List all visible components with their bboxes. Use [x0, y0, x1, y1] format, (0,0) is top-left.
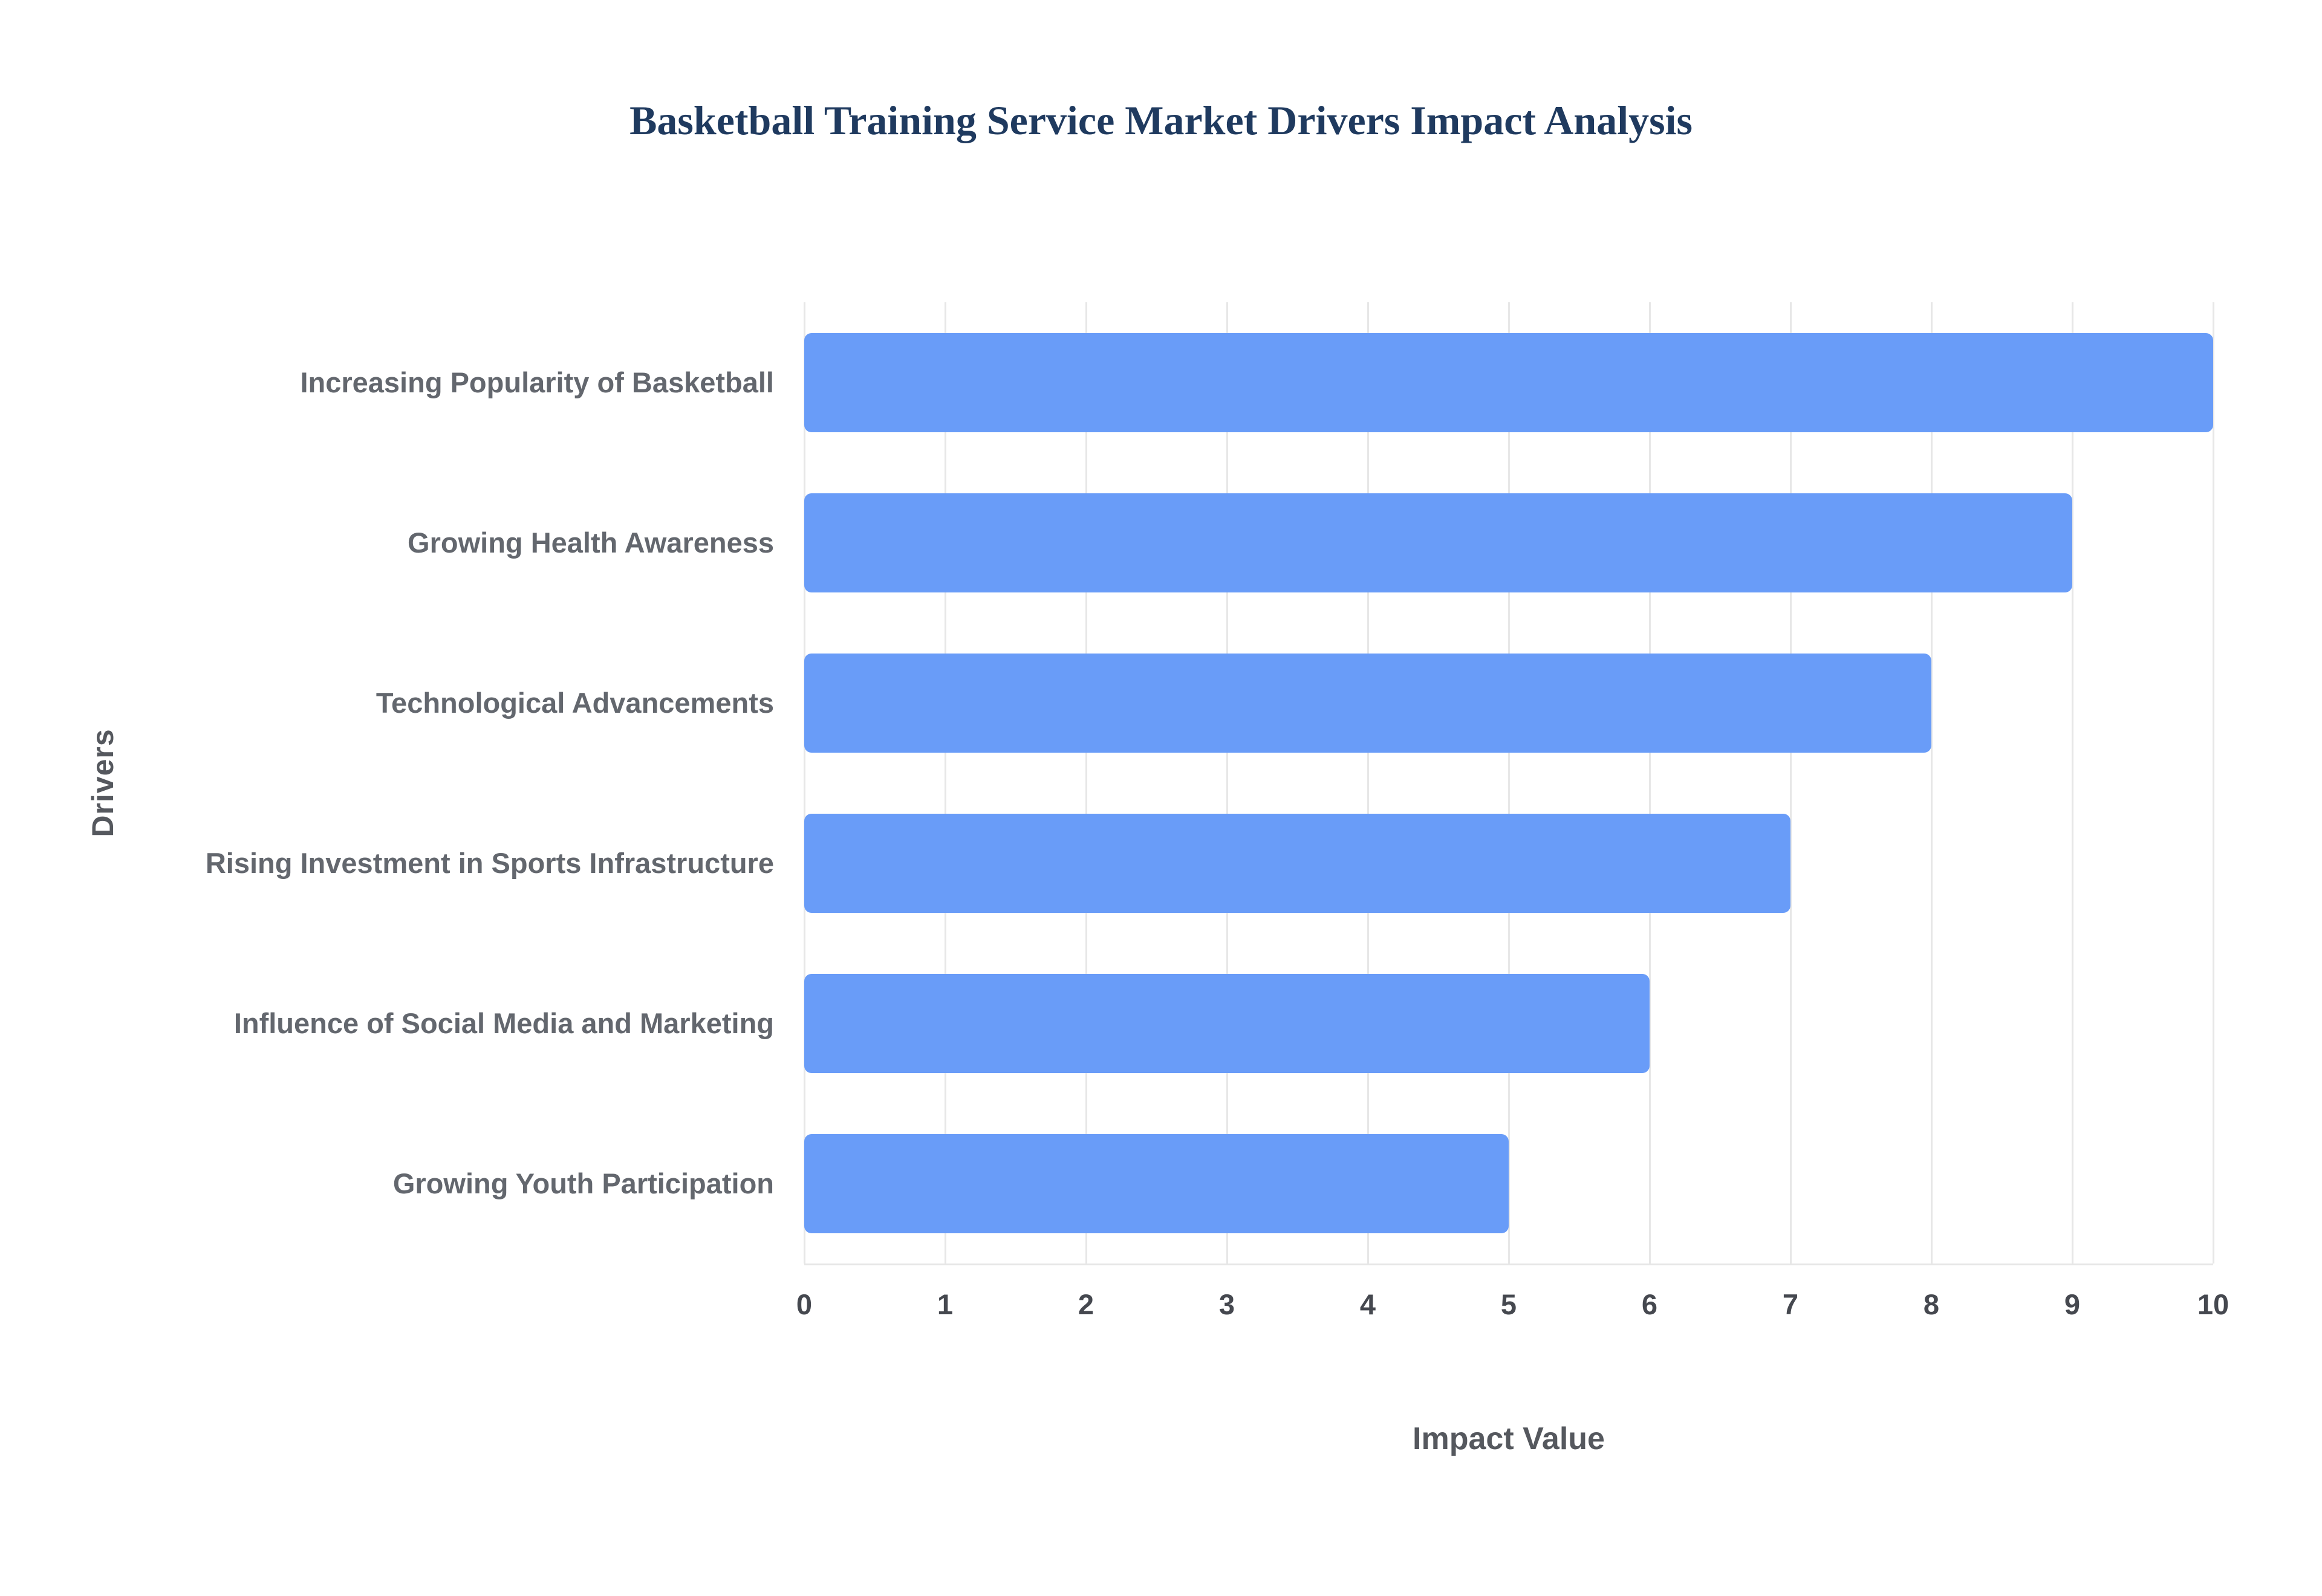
category-label: Growing Health Awareness — [408, 526, 774, 559]
gridline-x-4 — [1367, 302, 1369, 1264]
x-tick-label: 1 — [937, 1288, 954, 1320]
category-axis-labels: Increasing Popularity of Basketball Growi… — [181, 302, 774, 1264]
gridline-x-8 — [1930, 302, 1933, 1264]
gridline-x-10 — [2212, 302, 2214, 1264]
x-tick-label: 3 — [1218, 1288, 1235, 1320]
x-axis-ticks: 0 1 2 3 4 5 6 7 8 9 10 — [796, 1288, 2229, 1336]
x-axis-title: Impact Value — [1413, 1421, 1605, 1456]
y-axis-title: Drivers — [86, 728, 120, 837]
x-tick-label: 7 — [1782, 1288, 1799, 1320]
gridline-x-2 — [1085, 302, 1087, 1264]
x-tick-label: 10 — [2197, 1288, 2229, 1320]
chart-title: Basketball Training Service Market Drive… — [629, 97, 1693, 143]
bar-3 — [804, 654, 1931, 753]
category-label: Increasing Popularity of Basketball — [300, 366, 774, 398]
gridline-x-7 — [1789, 302, 1792, 1264]
category-label: Rising Investment in Sports Infrastructu… — [205, 846, 774, 879]
x-tick-label: 9 — [2064, 1288, 2081, 1320]
gridline-x-1 — [944, 302, 946, 1264]
gridline-x-9 — [2071, 302, 2073, 1264]
x-tick-label: 0 — [796, 1288, 813, 1320]
bar-2 — [804, 493, 2072, 592]
x-tick-label: 2 — [1078, 1288, 1094, 1320]
bar-5 — [804, 974, 1650, 1073]
x-tick-label: 6 — [1641, 1288, 1658, 1320]
plot-area — [803, 302, 2214, 1265]
category-label: Technological Advancements — [376, 686, 774, 719]
x-tick-label: 8 — [1923, 1288, 1940, 1320]
gridline-x-3 — [1226, 302, 1228, 1264]
bar-1 — [804, 333, 2213, 432]
category-label: Growing Youth Participation — [392, 1167, 774, 1199]
bar-6 — [804, 1134, 1509, 1233]
x-tick-label: 5 — [1500, 1288, 1517, 1320]
x-tick-label: 4 — [1359, 1288, 1376, 1320]
category-label: Influence of Social Media and Marketing — [233, 1007, 774, 1039]
bar-4 — [804, 814, 1790, 913]
gridline-x-0 — [803, 302, 805, 1264]
gridline-x-5 — [1507, 302, 1510, 1264]
gridline-x-6 — [1648, 302, 1651, 1264]
